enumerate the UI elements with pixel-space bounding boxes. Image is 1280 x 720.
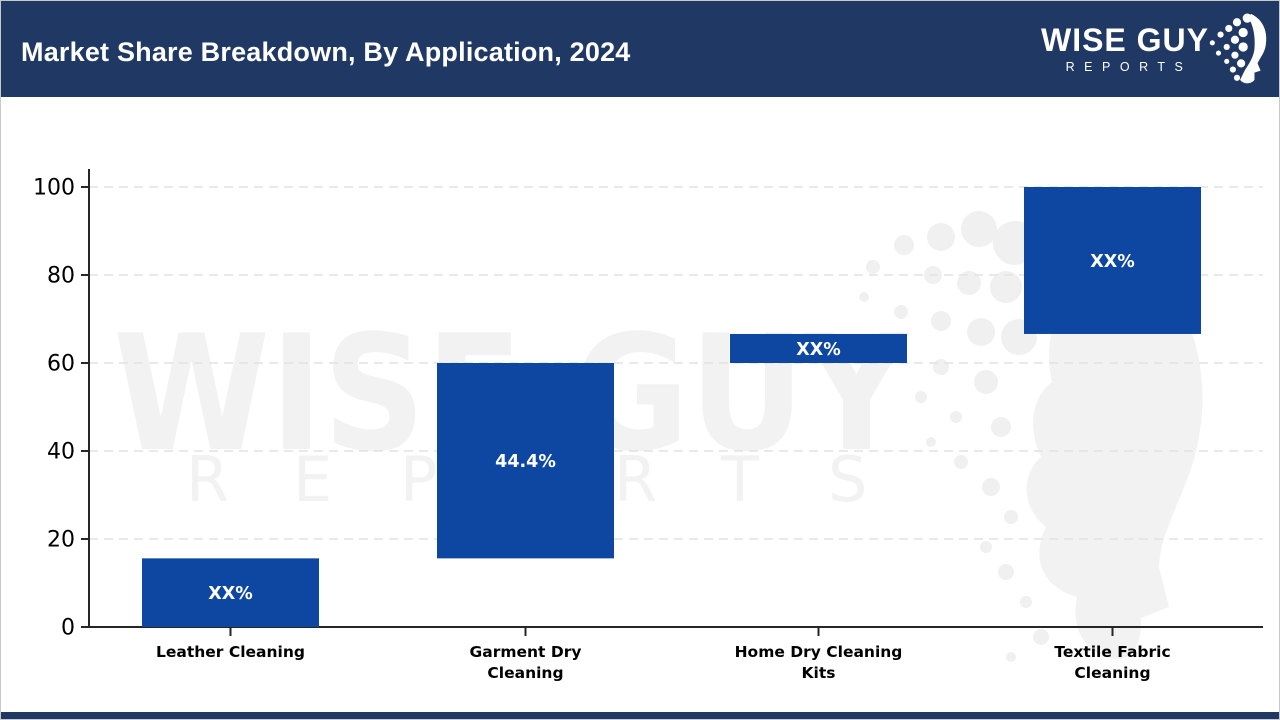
bar-garment-dry — [437, 363, 614, 559]
y-tick-label: 20 — [47, 528, 75, 553]
watermark-dot — [931, 311, 951, 331]
watermark-face-dots — [859, 211, 1049, 662]
x-category-label: Textile Fabric Cleaning — [1054, 643, 1170, 682]
x-category-label: Leather Cleaning — [156, 643, 305, 661]
watermark-dot — [982, 478, 1000, 496]
logo-wordmark: WISE GUY — [1040, 22, 1209, 58]
x-category-label: Garment Dry Cleaning — [470, 643, 582, 682]
watermark-dot — [1020, 596, 1032, 608]
watermark-dot — [991, 417, 1011, 437]
watermark-dot — [961, 211, 997, 247]
y-tick-label: 0 — [61, 616, 75, 641]
watermark-dot — [866, 260, 880, 274]
y-tick-label: 80 — [47, 264, 75, 289]
watermark-dot — [915, 391, 927, 403]
watermark-dot — [957, 271, 981, 295]
logo-face-icon — [1209, 13, 1267, 84]
x-category-label: Home Dry Cleaning Kits — [735, 643, 903, 682]
bar-value-label: XX% — [1090, 252, 1135, 272]
watermark-dot — [1033, 629, 1049, 645]
bar-value-label: XX% — [796, 340, 841, 360]
logo-text: WISE GUY REPORTS — [1041, 24, 1209, 74]
watermark-dot — [950, 411, 962, 423]
watermark-dot — [859, 292, 869, 302]
y-tick-label: 40 — [47, 440, 75, 465]
bar-textile-fabric — [1024, 187, 1201, 334]
y-tick-label: 60 — [47, 352, 75, 377]
watermark-dot — [974, 370, 998, 394]
watermark-dot — [933, 359, 949, 375]
footer-bar — [1, 712, 1279, 719]
bar-home-dry-cleaning — [730, 333, 907, 363]
header-bar: Market Share Breakdown, By Application, … — [1, 1, 1279, 97]
watermark-dot — [998, 564, 1014, 580]
logo-subtitle: REPORTS — [1065, 60, 1193, 74]
watermark-dot — [1004, 510, 1018, 524]
watermark-dot — [927, 223, 955, 251]
watermark-dot — [926, 437, 936, 447]
y-tick-label: 100 — [33, 176, 75, 201]
page-title: Market Share Breakdown, By Application, … — [21, 37, 631, 67]
watermark-dot — [990, 271, 1022, 303]
brand-logo: WISE GUY REPORTS — [1041, 7, 1269, 91]
watermark-dot — [894, 235, 914, 255]
watermark-dot — [967, 318, 995, 346]
bar-value-label: XX% — [208, 584, 253, 604]
watermark-dot — [1006, 652, 1016, 662]
bar-leather-cleaning — [142, 558, 319, 627]
watermark-dot — [954, 455, 968, 469]
watermark-face-silhouette — [1026, 247, 1203, 659]
bar-value-label: 44.4% — [495, 452, 556, 472]
watermark-dot — [894, 305, 908, 319]
watermark-dot — [980, 541, 992, 553]
